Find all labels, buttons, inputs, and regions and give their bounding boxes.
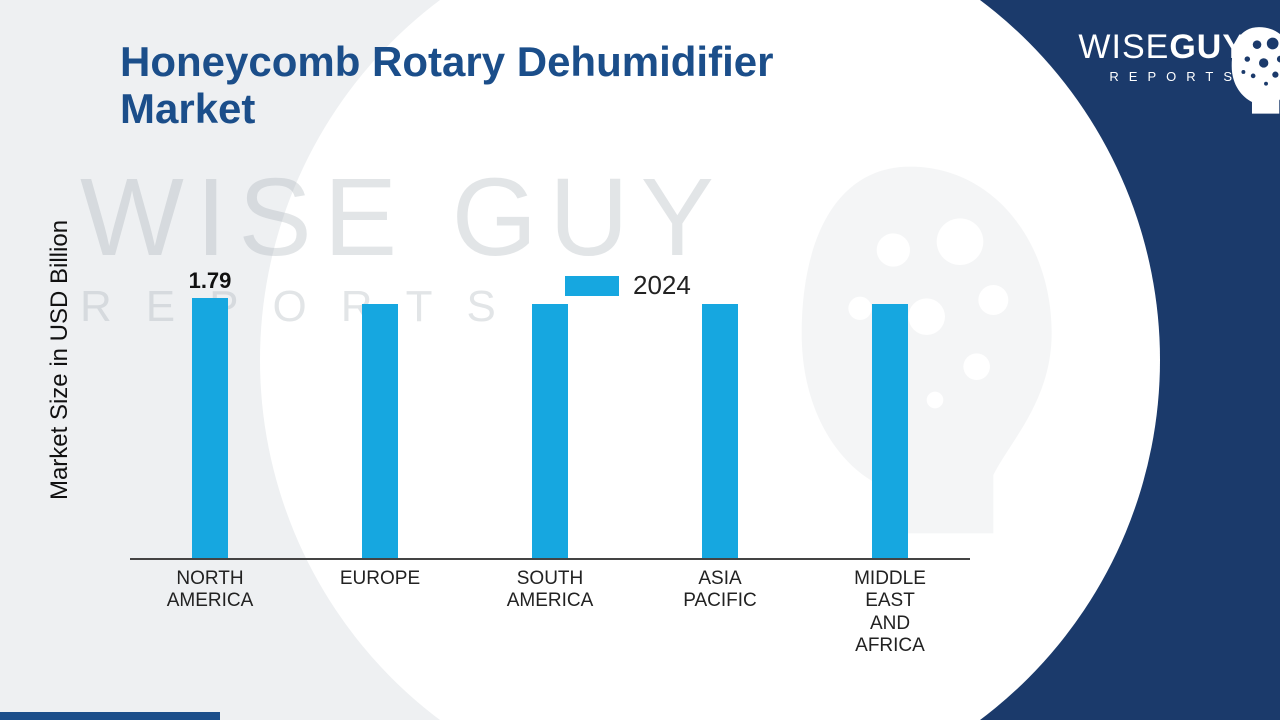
plot-area: 1.79NORTHAMERICA EUROPE SOUTHAMERICA ASIAPA…	[130, 270, 970, 560]
chart-title: Honeycomb Rotary Dehumidifier Market	[120, 38, 840, 132]
bar-group: EUROPE	[320, 304, 440, 558]
bar	[362, 304, 398, 558]
bar-category-label: EUROPE	[310, 558, 450, 590]
brand-word-1: WISE	[1078, 28, 1169, 66]
bar-category-label: SOUTHAMERICA	[480, 558, 620, 613]
brand-logo: WISEGUY REPORTS	[1078, 28, 1246, 84]
bar-group: ASIAPACIFIC	[660, 304, 780, 558]
bar-category-label: ASIAPACIFIC	[650, 558, 790, 613]
bar	[532, 304, 568, 558]
bar	[872, 304, 908, 558]
bar-value-label: 1.79	[150, 268, 270, 294]
y-axis-label: Market Size in USD Billion	[46, 220, 74, 500]
bar-category-label: MIDDLEEASTANDAFRICA	[820, 558, 960, 658]
bar-group: SOUTHAMERICA	[490, 304, 610, 558]
chart-canvas: WISE GUY REPORTS Honeycomb Rotary Dehumi…	[0, 0, 1280, 720]
bar-group: 1.79NORTHAMERICA	[150, 298, 270, 558]
chart-area: 1.79NORTHAMERICA EUROPE SOUTHAMERICA ASIAPA…	[110, 150, 970, 560]
bar-category-label: NORTHAMERICA	[140, 558, 280, 613]
bottom-accent-bar	[0, 712, 220, 720]
bar-group: MIDDLEEASTANDAFRICA	[830, 304, 950, 558]
brand-head-icon	[1220, 22, 1280, 118]
bar	[702, 304, 738, 558]
bar	[192, 298, 228, 558]
